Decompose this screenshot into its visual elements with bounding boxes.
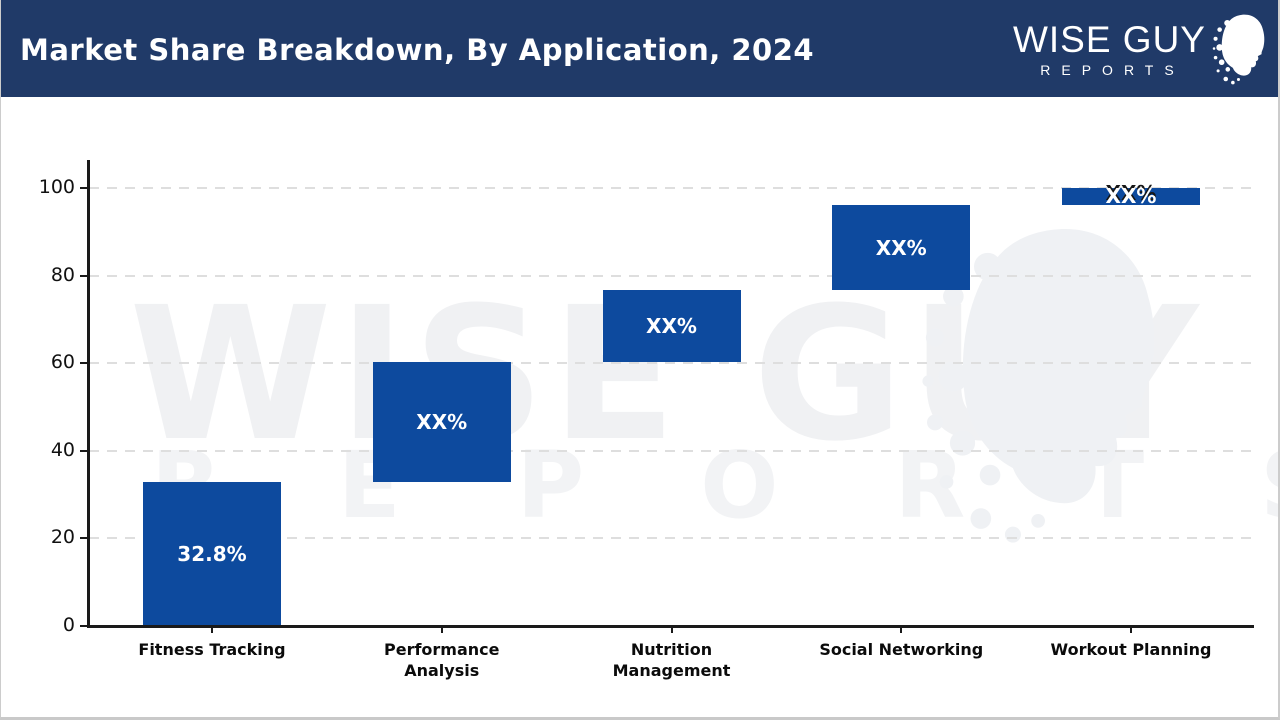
y-tick-label-40: 40 [50, 438, 75, 461]
brand-subtitle: REPORTS [1040, 62, 1185, 78]
x-tick-social-networking [900, 627, 903, 633]
y-axis-line [87, 160, 90, 628]
bar-value-label-nutrition-management: XX% [646, 314, 697, 339]
bar-value-label-fitness-tracking: 32.8% [177, 542, 247, 567]
y-tick-label-80: 80 [50, 263, 75, 286]
brand-logo: WISE GUY REPORTS [1013, 6, 1268, 92]
bar-value-label-social-networking: XX% [875, 235, 927, 260]
category-label-performance-analysis: Performance Analysis [383, 640, 500, 680]
gridline-60 [89, 362, 1254, 365]
x-tick-workout-planning [1130, 627, 1132, 633]
y-tick-40 [80, 449, 88, 452]
bar-workout-planning [1062, 188, 1200, 205]
gridline-80 [89, 274, 1254, 277]
y-tick-label-100: 100 [38, 176, 75, 198]
x-tick-performance-analysis [440, 627, 443, 633]
y-tick-label-60: 60 [50, 351, 75, 374]
y-tick-label-20: 20 [50, 526, 75, 549]
brand-text: WISE GUY REPORTS [1012, 19, 1206, 79]
y-tick-20 [80, 537, 88, 540]
header-bar: Market Share Breakdown, By Application, … [1, 0, 1278, 97]
bar-performance-analysis [372, 362, 511, 483]
page-title: Market Share Breakdown, By Application, … [20, 33, 815, 67]
brand-face-icon [1212, 14, 1265, 85]
category-label-social-networking: Social Networking [819, 640, 984, 659]
x-tick-nutrition-management [670, 627, 673, 633]
category-label-fitness-tracking: Fitness Tracking [138, 640, 286, 659]
gridline-100 [89, 187, 1254, 189]
category-label-nutrition-management: Nutrition Management [612, 640, 731, 680]
y-tick-label-0: 0 [62, 614, 75, 636]
x-tick-fitness-tracking [211, 627, 213, 633]
bar-fitness-tracking [143, 482, 281, 626]
y-tick-80 [80, 274, 88, 277]
watermark-face-icon [922, 228, 1155, 543]
y-tick-100 [80, 187, 88, 189]
x-axis-line [87, 625, 1254, 628]
y-tick-60 [80, 362, 88, 365]
gridline-20 [89, 537, 1254, 540]
gridline-40 [89, 449, 1254, 452]
bar-value-label-performance-analysis: XX% [416, 410, 468, 435]
bar-social-networking [832, 204, 971, 291]
category-label-workout-planning: Workout Planning [1050, 640, 1212, 659]
bar-nutrition-management [602, 290, 741, 363]
brand-name: WISE GUY [1012, 19, 1206, 60]
y-tick-0 [80, 625, 88, 627]
bar-value-label-workout-planning: XX% [1105, 184, 1157, 209]
